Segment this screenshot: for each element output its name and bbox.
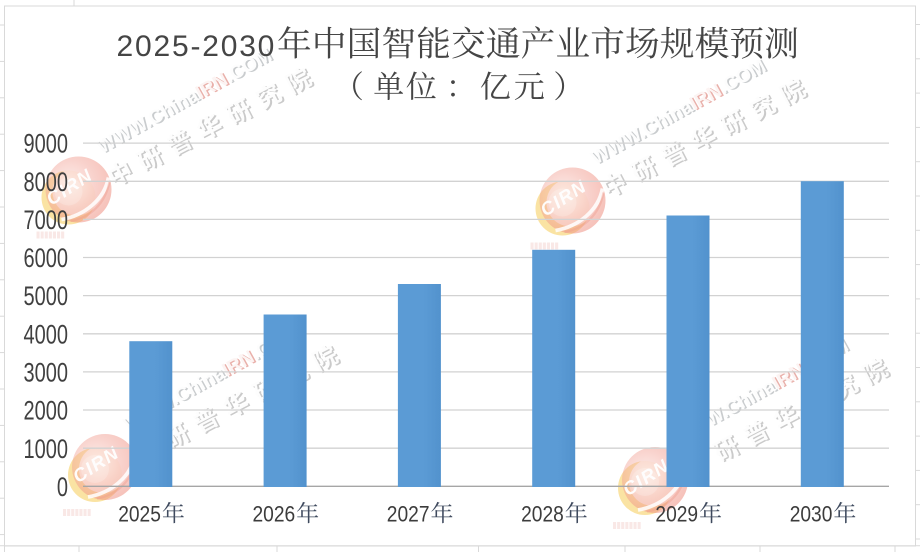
svg-text:6000: 6000 <box>24 243 68 274</box>
svg-text:2025-2030: 2025-2030 <box>117 30 277 63</box>
svg-text:4000: 4000 <box>24 319 68 350</box>
svg-text:2028: 2028 <box>521 502 564 527</box>
svg-text:2026: 2026 <box>253 502 296 527</box>
svg-text:1000: 1000 <box>24 434 68 465</box>
svg-text:2025: 2025 <box>118 502 161 527</box>
svg-text:5000: 5000 <box>24 281 68 312</box>
svg-text:7000: 7000 <box>24 205 68 236</box>
svg-text:2000: 2000 <box>24 396 68 427</box>
svg-text:8000: 8000 <box>24 167 68 198</box>
svg-text:0: 0 <box>57 472 68 503</box>
svg-text:3000: 3000 <box>24 358 68 389</box>
svg-text:9000: 9000 <box>24 129 68 160</box>
svg-text:2027: 2027 <box>387 502 430 527</box>
svg-text:2029: 2029 <box>655 502 698 527</box>
svg-text:2030: 2030 <box>790 502 833 527</box>
